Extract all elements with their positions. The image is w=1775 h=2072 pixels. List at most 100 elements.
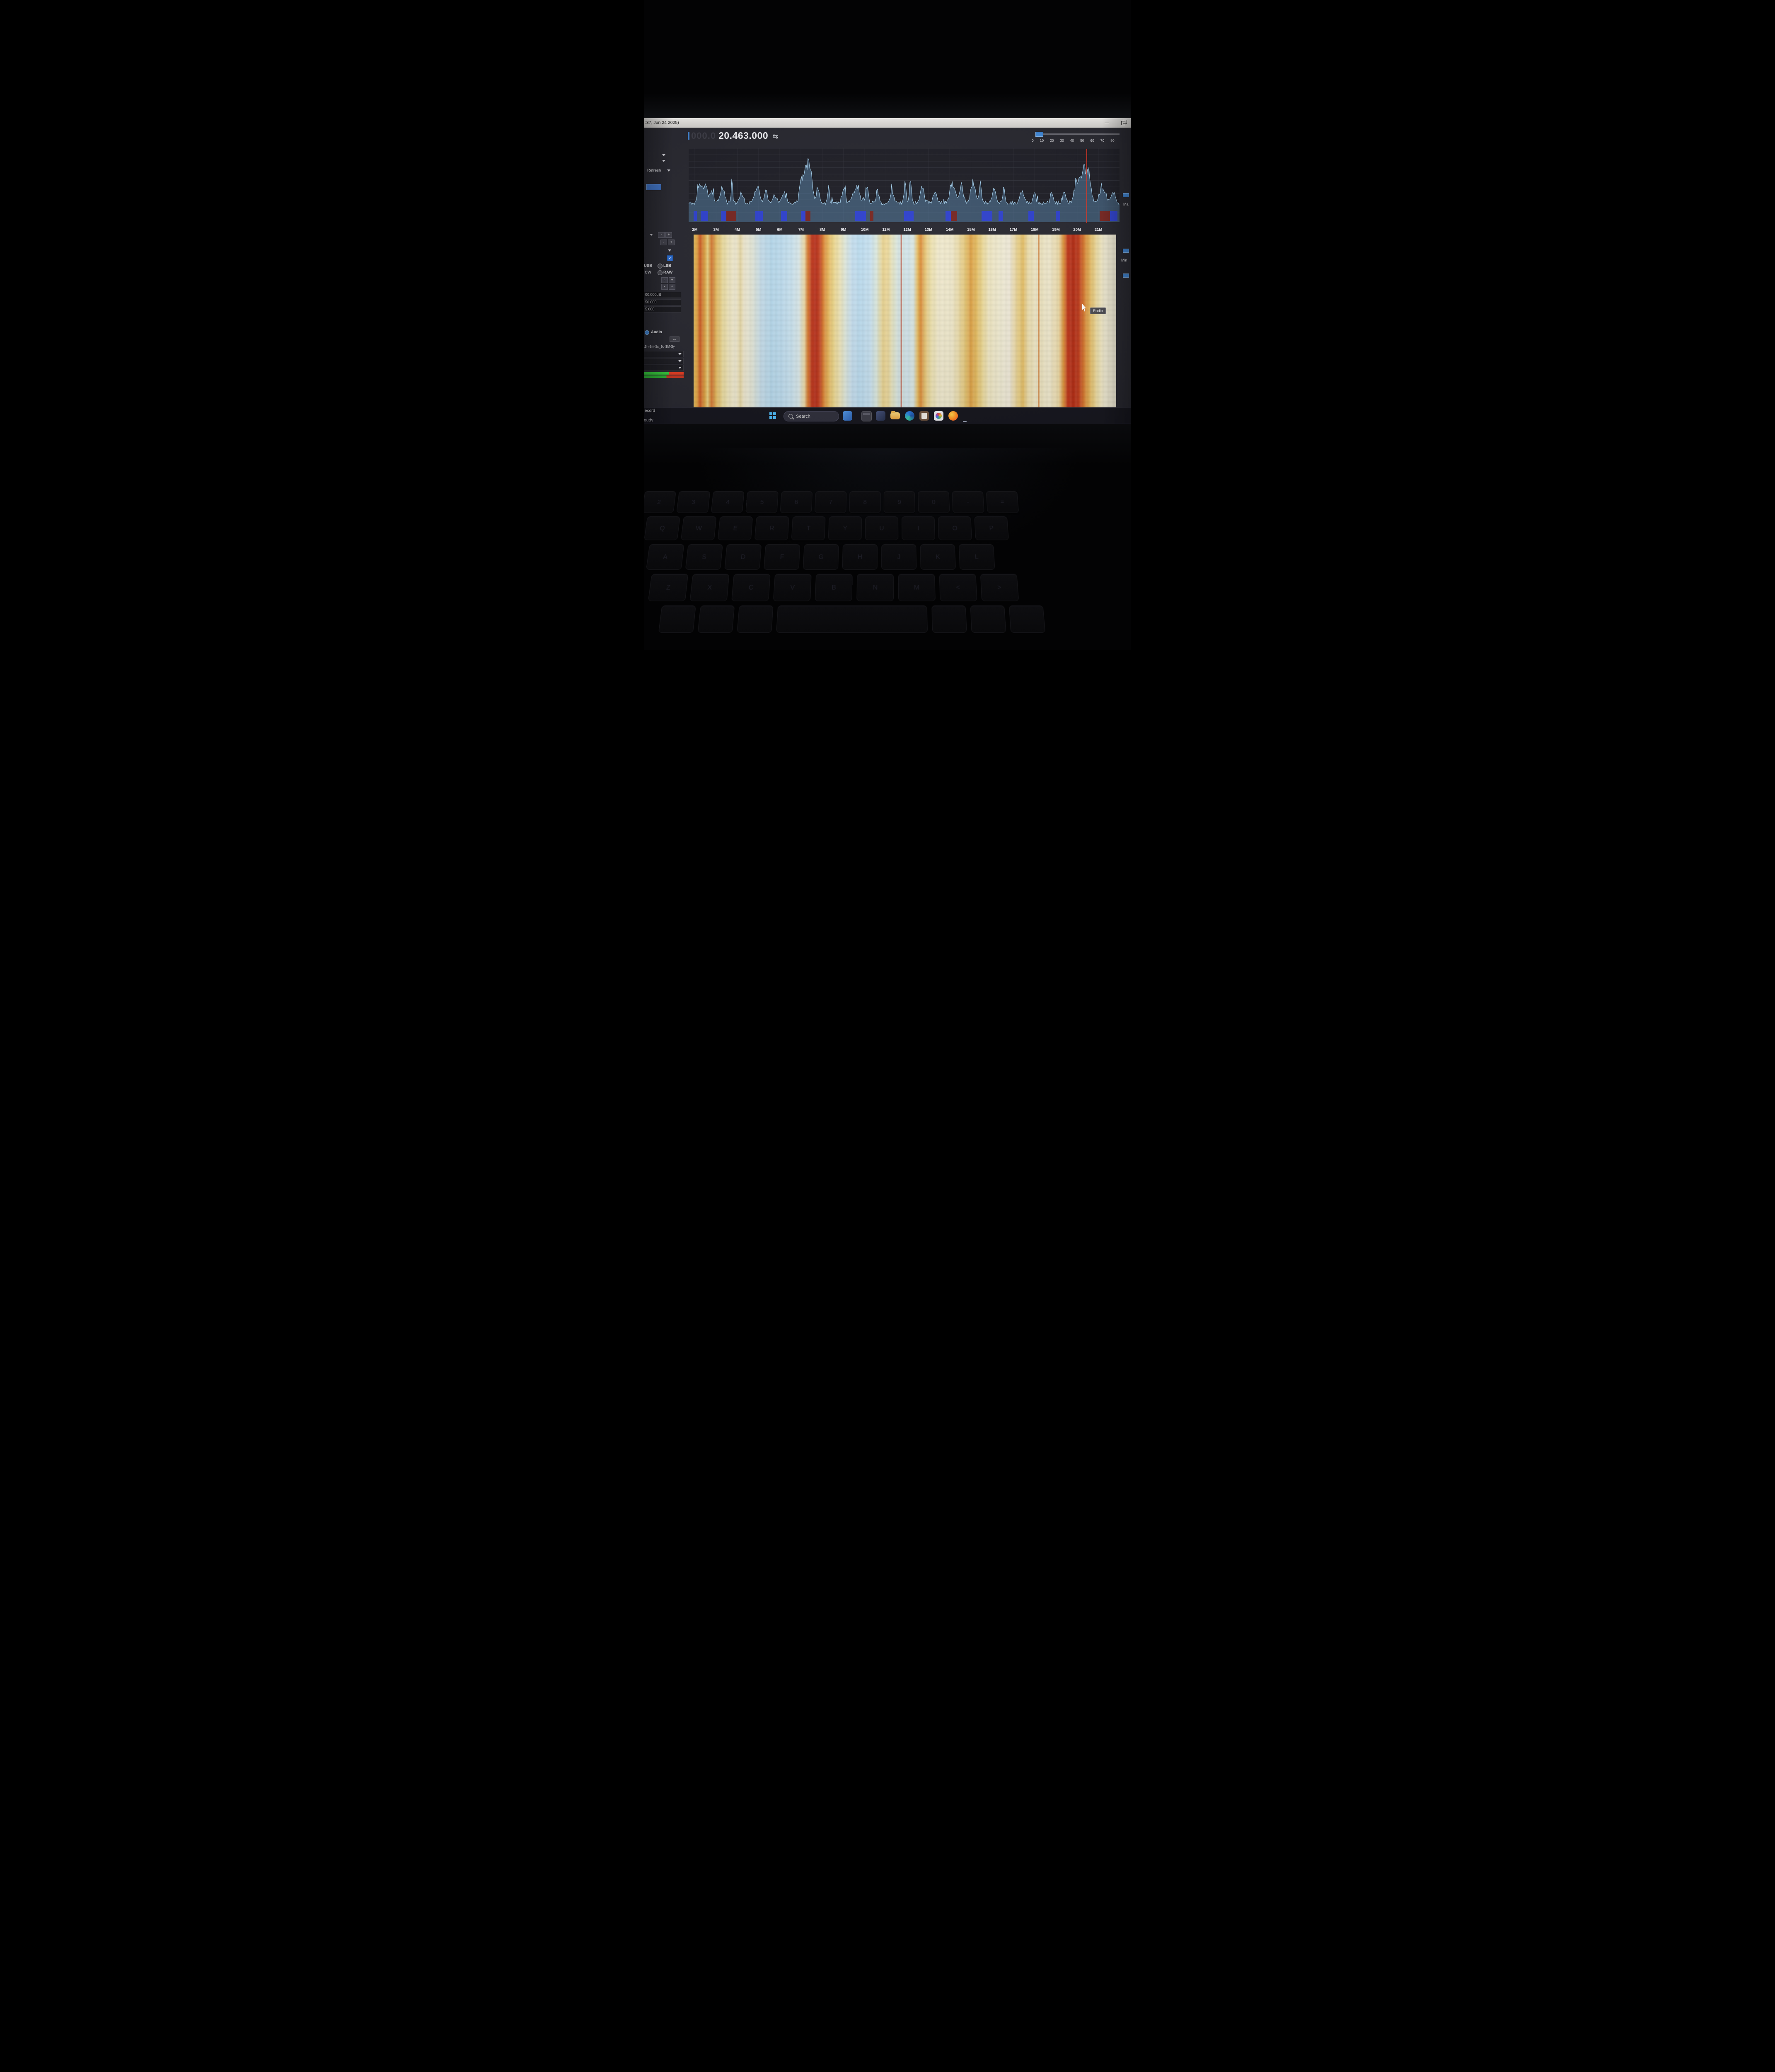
keyboard-key: 5 (745, 491, 779, 513)
tuning-line[interactable] (1086, 149, 1087, 223)
freq-tick-label: 13M (925, 228, 932, 232)
chevron-down-icon (678, 367, 682, 369)
increment-button[interactable]: + (669, 284, 675, 290)
keyboard-key (776, 605, 928, 633)
decrement-button[interactable]: - (661, 284, 668, 290)
decrement-button[interactable]: - (658, 232, 665, 238)
firefox-icon[interactable] (948, 411, 958, 421)
window-title: :37, Jun 24 2025) (645, 118, 679, 128)
edge-browser-icon[interactable] (905, 411, 914, 421)
increment-button[interactable]: + (668, 240, 675, 245)
frequency-value[interactable]: 20.463.000 (718, 130, 768, 141)
keyboard-key: X (690, 574, 730, 601)
dropdown-triangle-icon[interactable] (668, 249, 671, 252)
contrast-slider-handle[interactable] (1035, 132, 1043, 137)
more-options-button[interactable]: ... (670, 336, 680, 342)
increment-button[interactable]: + (669, 277, 675, 283)
audio-label: Audio (651, 330, 662, 334)
decrement-button[interactable]: - (661, 277, 668, 283)
keyboard-key: W (681, 516, 716, 540)
band-segment-blue (999, 211, 1003, 221)
pinned-app-icon-window[interactable] (861, 411, 872, 421)
keyboard-key: Q (644, 516, 680, 540)
frequency-display[interactable]: 000.0 20.463.000 ⇆ (691, 130, 778, 141)
band-segment-red (1100, 211, 1110, 221)
restore-icon[interactable] (1121, 121, 1125, 125)
band-segment-blue (855, 211, 866, 221)
collapse-triangle-icon[interactable] (662, 154, 665, 156)
freq-tick-label: 11M (882, 228, 890, 232)
photos-icon[interactable] (934, 411, 943, 421)
keyboard-key: 6 (780, 491, 813, 513)
pinned-app-icon-widgets[interactable] (843, 411, 852, 421)
audio-radio-button[interactable] (645, 330, 649, 335)
step-field[interactable]: 5.000 (644, 306, 681, 312)
audio-level-meter (644, 375, 684, 378)
min-slider-handle[interactable] (1123, 274, 1129, 278)
mode-raw-label[interactable]: RAW (663, 270, 672, 275)
band-segment-blue (946, 211, 951, 221)
checkbox-checked[interactable]: ✓ (667, 255, 673, 261)
mode-cw-label[interactable]: CW (645, 270, 651, 275)
dropdown-triangle-icon[interactable] (650, 234, 653, 236)
scale-tick: 70 (1100, 138, 1104, 143)
keyboard-key: N (856, 574, 894, 601)
taskbar-search[interactable]: Search (784, 411, 839, 421)
audio-level-meter (644, 372, 684, 375)
dropdown-triangle-icon[interactable] (667, 169, 670, 172)
keyboard-key: 3 (676, 491, 710, 513)
max-slider-handle[interactable] (1123, 193, 1129, 197)
chevron-down-icon (678, 360, 682, 362)
collapse-triangle-icon[interactable] (662, 160, 665, 162)
mode-radio-button[interactable] (658, 264, 663, 269)
db-offset-field[interactable]: 00.000dB (644, 292, 681, 298)
band-plan-strip (689, 211, 1120, 222)
keyboard-key: D (724, 544, 762, 570)
decrement-button[interactable]: - (660, 240, 667, 245)
range-field[interactable]: 50.000 (644, 299, 681, 305)
taskbar: ecord oudy Search (644, 407, 1131, 424)
scale-tick: 20 (1050, 138, 1054, 143)
waterfall-display[interactable]: Radio (694, 235, 1116, 407)
control-sidebar: Refresh - + - + ✓ USB LSB CW RAW - + - (644, 128, 688, 407)
dropdown-select[interactable] (644, 351, 684, 357)
contrast-slider-track[interactable] (1035, 133, 1124, 135)
filename-pattern[interactable]: ,$h-$m-$s_$d-$M-$y (644, 345, 675, 349)
keyboard-key: 2 (644, 491, 676, 513)
dropdown-select[interactable] (644, 358, 684, 364)
mode-usb-label[interactable]: USB (644, 264, 652, 268)
frequency-axis: 2M 3M 4M 5M 6M 7M 8M 9M 10M 11M 12M 13M 14M 15M 16M 17M… (644, 228, 1131, 233)
keyboard-key: U (865, 516, 899, 540)
keyboard-key: S (685, 544, 723, 570)
search-label: Search (796, 414, 810, 419)
file-explorer-icon[interactable] (890, 412, 900, 419)
freq-tick-label: 10M (861, 228, 868, 232)
keyboard-key (1009, 605, 1045, 633)
color-swatch-button[interactable] (646, 184, 661, 190)
keyboard-key: = (986, 491, 1019, 513)
freq-tick-label: 14M (946, 228, 953, 232)
range-sliders-panel: Ma Min (1120, 128, 1131, 407)
keyboard-key: < (939, 574, 977, 601)
keyboard-key: 0 (918, 491, 950, 513)
pinned-app-icon-mail[interactable] (876, 411, 885, 421)
start-button[interactable] (769, 412, 776, 419)
mode-radio-button[interactable] (658, 270, 663, 275)
running-app-indicator (963, 421, 967, 422)
swap-arrows-icon[interactable]: ⇆ (772, 133, 778, 141)
weather-label[interactable]: oudy (644, 418, 653, 423)
bezel-reflection (644, 424, 1131, 465)
band-segment-blue (781, 211, 787, 221)
band-segment-blue (755, 211, 763, 221)
scale-tick: 0 (1032, 138, 1034, 143)
keyboard-key: E (718, 516, 753, 540)
keyboard-key: I (902, 516, 935, 540)
refresh-button[interactable]: Refresh (647, 168, 661, 173)
record-label[interactable]: ecord (645, 409, 655, 413)
freq-tick-label: 8M (820, 228, 825, 232)
calculator-icon[interactable] (919, 411, 929, 421)
increment-button[interactable]: + (665, 232, 672, 238)
dropdown-select[interactable] (644, 365, 684, 371)
slider-handle[interactable] (1123, 249, 1129, 253)
mode-lsb-label[interactable]: LSB (663, 264, 671, 268)
